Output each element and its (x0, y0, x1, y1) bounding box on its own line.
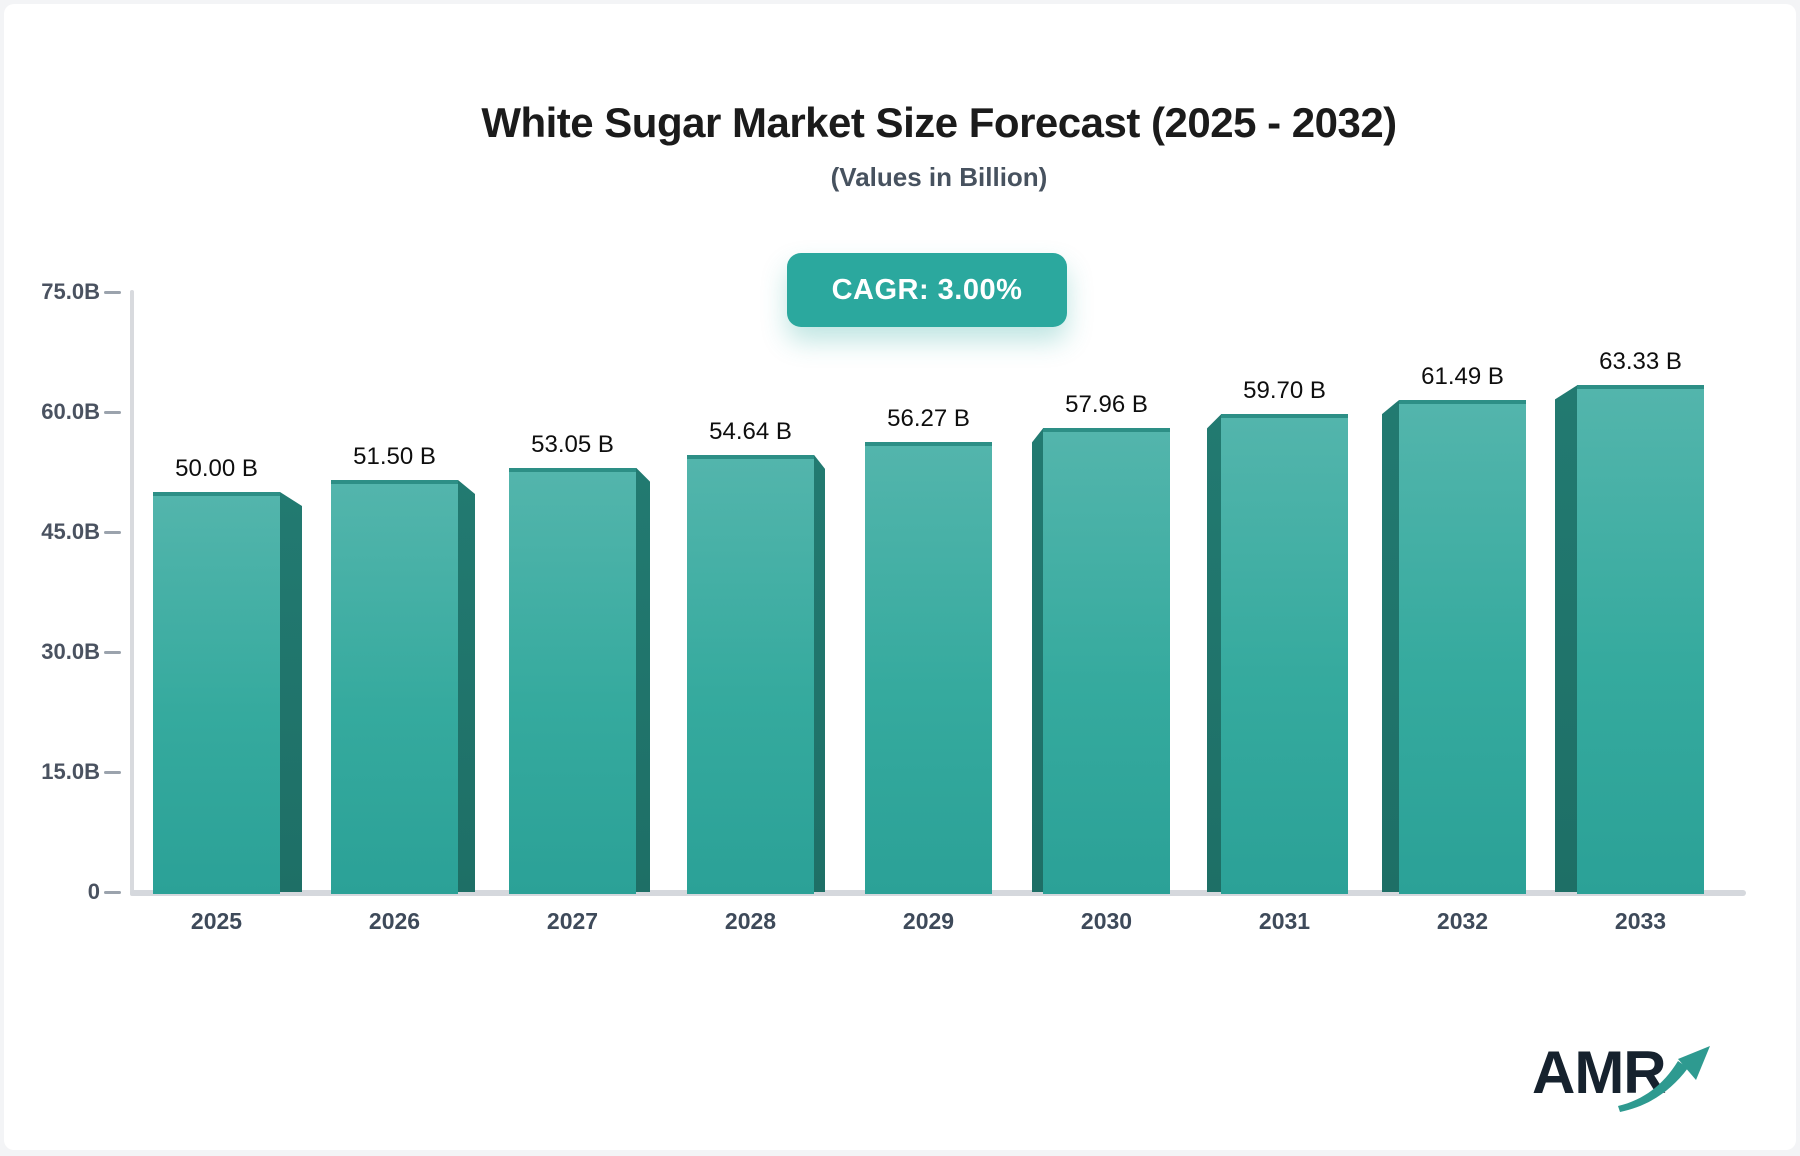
bar-3d-side (1207, 414, 1221, 892)
bar-2030 (1043, 428, 1170, 894)
x-tick-label: 2028 (724, 908, 777, 934)
x-tick-label: 2031 (1258, 908, 1311, 934)
bar-3d-side (814, 454, 825, 892)
x-tick-label: 2032 (1436, 908, 1489, 934)
y-tick-mark (104, 291, 121, 294)
bar-2027 (509, 467, 636, 894)
y-tick-mark (104, 531, 121, 534)
x-tick-label: 2029 (902, 908, 955, 934)
bar-2028 (687, 454, 814, 894)
bar-value-label: 54.64 B (709, 417, 792, 445)
amr-logo: AMR (1522, 1030, 1742, 1125)
bar-3d-side (1032, 428, 1043, 892)
bar-value-label: 59.70 B (1243, 377, 1326, 405)
bar-value-label: 56.27 B (887, 404, 970, 432)
y-tick-label: 75.0B (41, 279, 100, 304)
bar-2032 (1399, 400, 1526, 894)
bar-3d-side (458, 480, 475, 892)
bar-3d-side (636, 467, 650, 892)
y-tick-mark (104, 771, 121, 774)
y-tick-mark (104, 891, 121, 894)
growth-arrow-icon (1618, 1046, 1710, 1112)
bar-2029 (865, 441, 992, 894)
y-tick-label: 45.0B (41, 519, 100, 544)
bar-value-label: 51.50 B (353, 443, 436, 470)
bar-value-label: 63.33 B (1599, 348, 1682, 376)
bar-value-label: 61.49 B (1421, 363, 1504, 391)
x-tick-label: 2025 (190, 908, 243, 934)
y-tick-label: 60.0B (41, 399, 100, 424)
amr-logo-text: AMR (1532, 1039, 1667, 1106)
bar-3d-side (1555, 385, 1577, 892)
bar-value-label: 50.00 B (175, 455, 258, 482)
y-tick-label: 15.0B (41, 759, 100, 784)
bar-3d-side (1382, 400, 1399, 892)
x-tick-label: 2027 (546, 908, 599, 934)
chart-card: White Sugar Market Size Forecast (2025 -… (4, 4, 1796, 1150)
bar-value-label: 57.96 B (1065, 391, 1148, 419)
x-tick-label: 2033 (1614, 908, 1667, 934)
chart-title: White Sugar Market Size Forecast (2025 -… (481, 99, 1397, 146)
bar-2026 (331, 480, 458, 894)
y-tick-label: 30.0B (41, 639, 100, 664)
cagr-badge: CAGR: 3.00% (787, 253, 1067, 327)
y-tick-label: 0 (87, 879, 100, 904)
bar-2031 (1221, 414, 1348, 894)
cagr-badge-label: CAGR: 3.00% (831, 273, 1023, 306)
bar-2033 (1577, 385, 1704, 894)
bar-3d-side (280, 492, 302, 892)
y-tick-mark (104, 411, 121, 414)
y-tick-mark (104, 651, 121, 654)
chart-subtitle: (Values in Billion) (830, 162, 1048, 192)
y-axis-line (130, 290, 134, 896)
x-tick-label: 2026 (368, 908, 421, 934)
x-tick-label: 2030 (1080, 908, 1133, 934)
bar-2025 (153, 492, 280, 894)
bar-value-label: 53.05 B (531, 430, 614, 458)
